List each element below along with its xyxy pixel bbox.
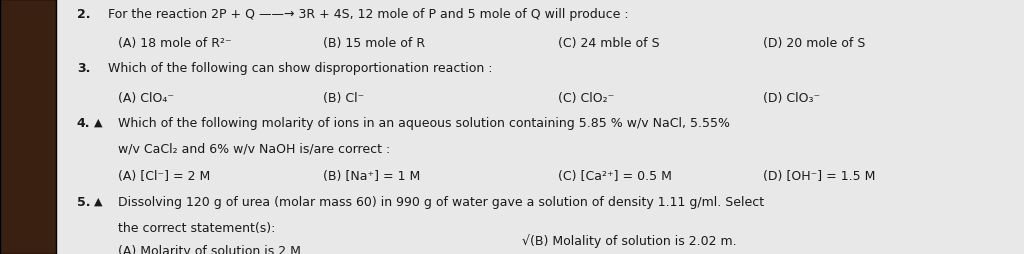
Text: (D) ClO₃⁻: (D) ClO₃⁻	[763, 91, 820, 104]
Text: For the reaction 2P + Q ——→ 3R + 4S, 12 mole of P and 5 mole of Q will produce :: For the reaction 2P + Q ——→ 3R + 4S, 12 …	[108, 8, 628, 21]
Text: ▲: ▲	[94, 117, 102, 127]
Text: (A) [Cl⁻] = 2 M: (A) [Cl⁻] = 2 M	[118, 169, 210, 182]
Text: (D) 20 mole of S: (D) 20 mole of S	[763, 37, 865, 50]
Text: Which of the following can show disproportionation reaction :: Which of the following can show dispropo…	[108, 62, 492, 75]
Text: √(B) Molality of solution is 2.02 m.: √(B) Molality of solution is 2.02 m.	[522, 234, 737, 247]
Text: 5.: 5.	[77, 196, 90, 209]
Text: Which of the following molarity of ions in an aqueous solution containing 5.85 %: Which of the following molarity of ions …	[118, 117, 730, 130]
Text: (A) 18 mole of R²⁻: (A) 18 mole of R²⁻	[118, 37, 231, 50]
Text: (B) Cl⁻: (B) Cl⁻	[323, 91, 364, 104]
Text: (A) Molarity of solution is 2 M.: (A) Molarity of solution is 2 M.	[118, 244, 304, 254]
Text: ▲: ▲	[94, 196, 102, 205]
Text: (D) [OH⁻] = 1.5 M: (D) [OH⁻] = 1.5 M	[763, 169, 876, 182]
Text: w/v CaCl₂ and 6% w/v NaOH is/are correct :: w/v CaCl₂ and 6% w/v NaOH is/are correct…	[118, 142, 390, 155]
Text: (C) 24 mble of S: (C) 24 mble of S	[558, 37, 659, 50]
Text: (B) 15 mole of R: (B) 15 mole of R	[323, 37, 425, 50]
Text: (C) [Ca²⁺] = 0.5 M: (C) [Ca²⁺] = 0.5 M	[558, 169, 672, 182]
Text: (A) ClO₄⁻: (A) ClO₄⁻	[118, 91, 174, 104]
Text: the correct statement(s):: the correct statement(s):	[118, 221, 275, 234]
Text: (B) [Na⁺] = 1 M: (B) [Na⁺] = 1 M	[323, 169, 420, 182]
Text: 4.: 4.	[77, 117, 90, 130]
Text: (C) ClO₂⁻: (C) ClO₂⁻	[558, 91, 614, 104]
Text: 3.: 3.	[77, 62, 90, 75]
Text: Dissolving 120 g of urea (molar mass 60) in 990 g of water gave a solution of de: Dissolving 120 g of urea (molar mass 60)…	[118, 196, 764, 209]
Text: 2.: 2.	[77, 8, 90, 21]
FancyBboxPatch shape	[0, 0, 56, 254]
